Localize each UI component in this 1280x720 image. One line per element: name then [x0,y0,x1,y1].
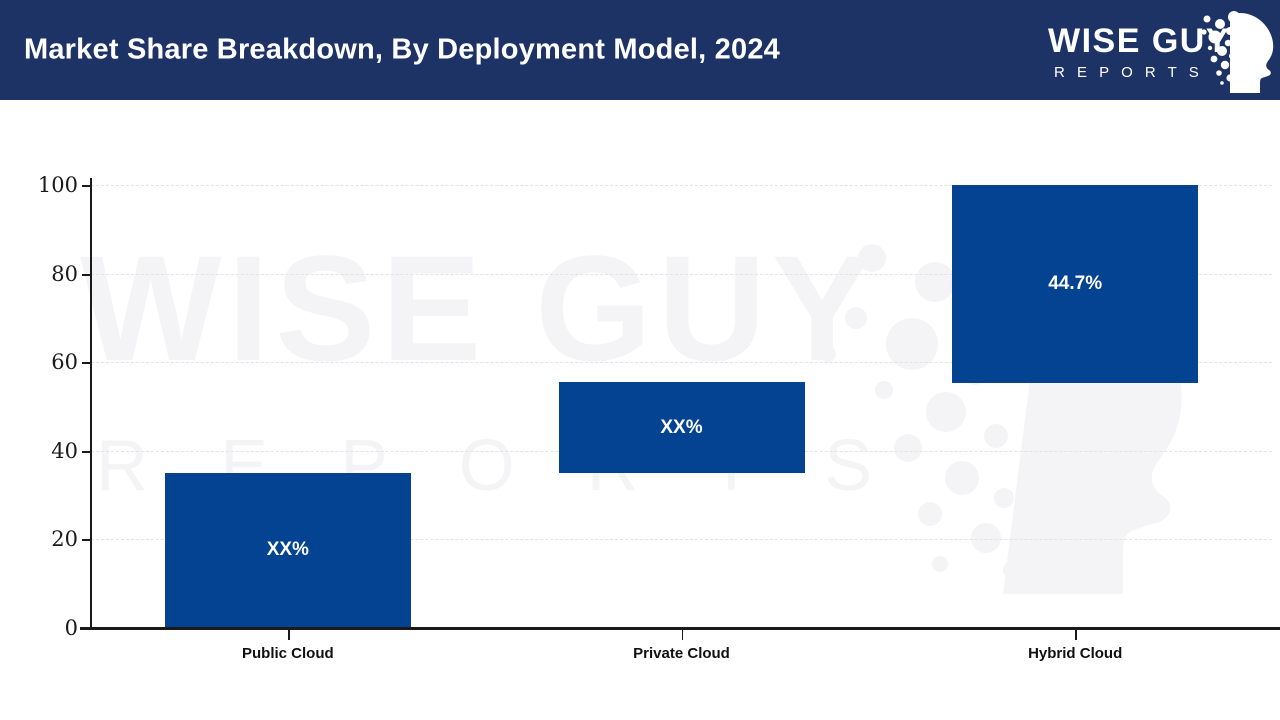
x-axis-line [80,627,1280,630]
bar-hybrid-cloud[interactable]: 44.7% [952,185,1199,384]
bar-data-label: XX% [660,416,703,438]
y-axis-tick-label: 40 [51,438,78,463]
bar-public-cloud[interactable]: XX% [164,472,411,628]
wise-guy-reports-logo: WISE GUY R E P O R T S [1044,7,1276,93]
x-axis-tick [681,629,684,640]
gridline [91,539,1272,541]
page-title: Market Share Breakdown, By Deployment Mo… [24,33,780,66]
x-axis-category-label: Private Cloud [633,645,730,662]
y-axis-tick-label: 80 [51,261,78,286]
plot-area: XX% XX% 44.7% [91,185,1272,629]
svg-text:WISE GUY: WISE GUY [1048,22,1230,60]
y-axis-tick [82,628,91,630]
y-axis-tick [82,539,91,542]
x-axis-category-label: Hybrid Cloud [1028,645,1123,662]
x-axis-tick [287,629,290,640]
y-axis-tick [82,362,91,365]
bar-private-cloud[interactable]: XX% [558,382,805,473]
y-axis-line [90,178,93,630]
y-axis-tick-label: 20 [51,527,78,552]
svg-text:R E P O R T S: R E P O R T S [1054,64,1203,81]
y-axis-tick-label: 100 [37,173,78,197]
y-axis-tick [82,185,91,187]
gridline [91,185,1272,186]
bar-data-label: 44.7% [1048,273,1103,294]
gridline [91,362,1272,364]
y-axis-tick-label: 0 [64,616,78,640]
bar-data-label: XX% [266,539,309,561]
y-axis-tick [82,450,91,453]
y-axis-tick-label: 60 [51,350,78,375]
chart-canvas: WISE GUY R E P O R T S XX% XX% 44.7% 0 20 40… [0,100,1280,720]
x-axis-category-label: Public Cloud [241,645,334,662]
gridline [91,273,1272,275]
header-bar: Market Share Breakdown, By Deployment Mo… [0,0,1280,100]
x-axis-tick [1075,629,1077,640]
y-axis-tick [82,273,91,276]
